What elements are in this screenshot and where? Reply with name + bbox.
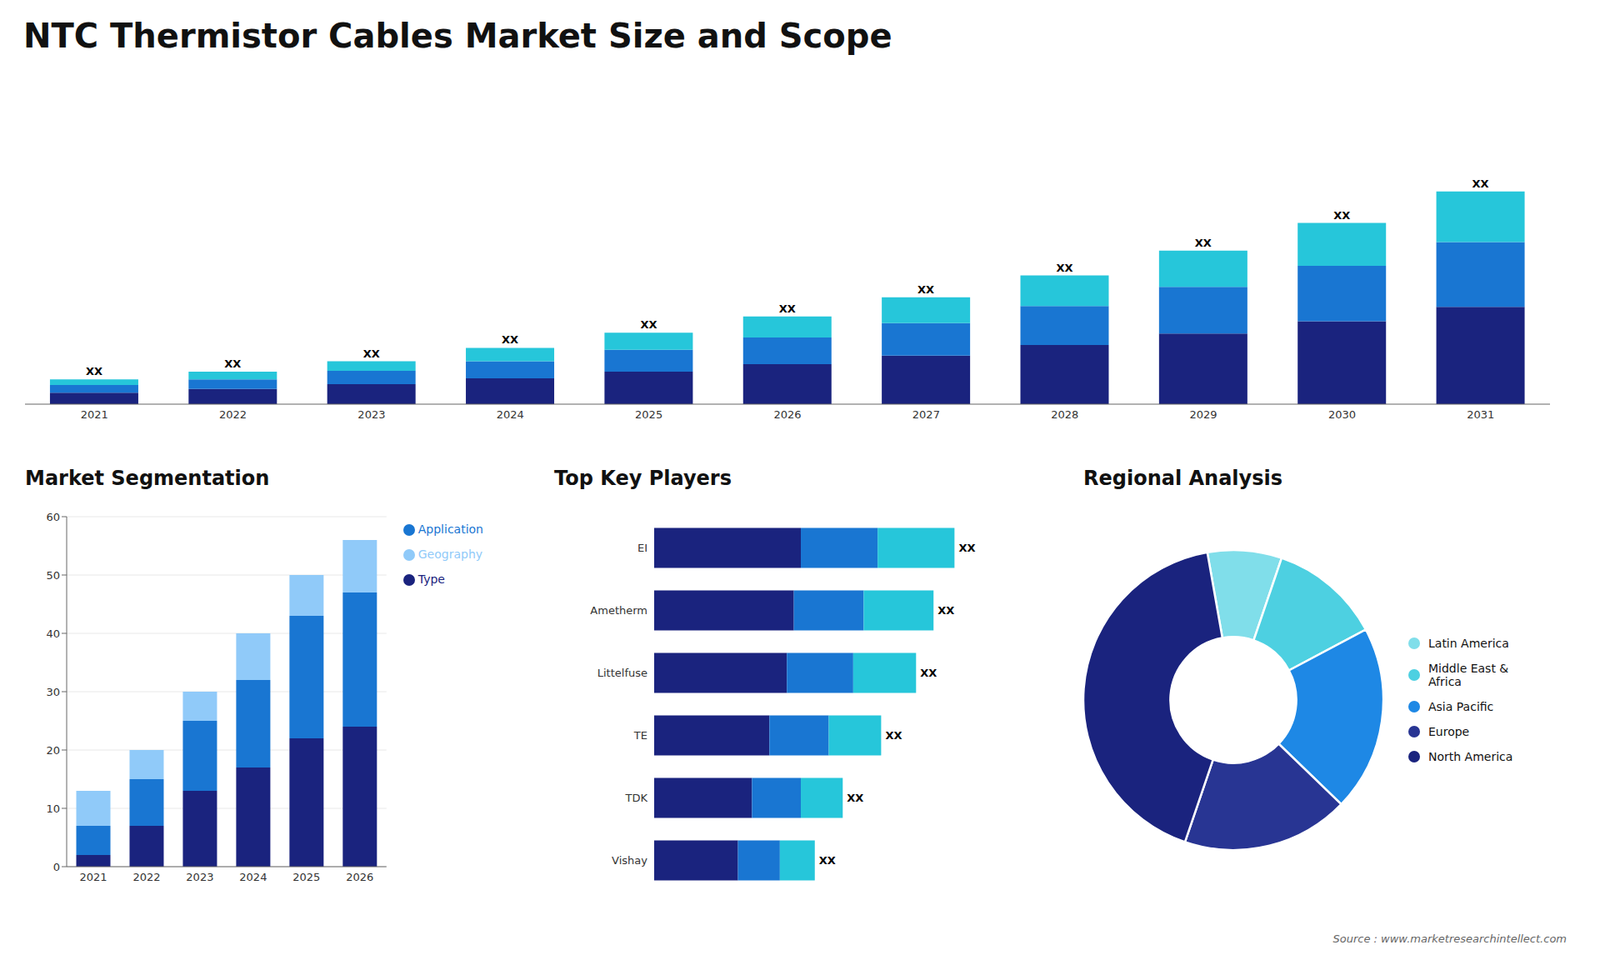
svg-text:2024: 2024	[496, 408, 525, 421]
svg-text:10: 10	[45, 802, 60, 815]
html-text:Geography: Geography	[418, 547, 483, 561]
svg-text:2023: 2023	[185, 870, 214, 884]
svg-text:XX: XX	[1055, 261, 1073, 275]
svg-text:2021: 2021	[80, 408, 109, 421]
svg-text:XX: XX	[501, 333, 519, 346]
svg-text:Vishay: Vishay	[611, 854, 648, 867]
html-text:Market Segmentation: Market Segmentation	[25, 466, 270, 490]
svg-text:XX: XX	[846, 791, 864, 805]
svg-text:2031: 2031	[1466, 408, 1495, 421]
svg-text:XX: XX	[224, 357, 241, 370]
svg-text:2021: 2021	[79, 870, 107, 884]
svg-text:2028: 2028	[1050, 408, 1079, 421]
html-text:Asia Pacific: Asia Pacific	[1428, 700, 1494, 714]
svg-text:XX: XX	[1195, 236, 1212, 250]
html-text:Application: Application	[418, 522, 484, 536]
svg-text:TE: TE	[633, 729, 648, 742]
svg-text:EI: EI	[637, 541, 648, 555]
html-text:Type: Type	[418, 572, 445, 586]
svg-text:XX: XX	[917, 283, 935, 296]
svg-text:2022: 2022	[132, 870, 160, 884]
svg-text:XX: XX	[85, 365, 103, 378]
svg-text:0: 0	[53, 860, 60, 874]
svg-text:2025: 2025	[292, 870, 320, 884]
html-text:Latin America: Latin America	[1428, 636, 1509, 650]
html-text:Europe: Europe	[1428, 725, 1470, 739]
svg-text:TDK: TDK	[625, 791, 649, 805]
svg-text:2026: 2026	[773, 408, 801, 421]
html-text:Regional Analysis: Regional Analysis	[1083, 466, 1283, 490]
svg-text:2022: 2022	[219, 408, 247, 421]
svg-text:XX: XX	[937, 604, 955, 617]
svg-text:XX: XX	[363, 347, 380, 360]
svg-text:Littelfuse: Littelfuse	[597, 666, 648, 680]
svg-text:2026: 2026	[345, 870, 374, 884]
svg-text:2030: 2030	[1328, 408, 1356, 421]
html-text:Source : www.marketresearchint: Source : www.marketresearchintellect.com	[1332, 932, 1567, 945]
svg-text:2023: 2023	[357, 408, 385, 421]
html-text:North America: North America	[1428, 750, 1513, 764]
svg-text:XX: XX	[958, 541, 975, 555]
html-text:NTC Thermistor Cables Market S: NTC Thermistor Cables Market Size and Sc…	[23, 16, 893, 55]
svg-text:30: 30	[45, 685, 60, 699]
svg-text:XX: XX	[1333, 209, 1350, 222]
svg-text:XX: XX	[1472, 177, 1490, 190]
svg-text:50: 50	[45, 569, 60, 582]
svg-text:Ametherm: Ametherm	[590, 604, 648, 617]
html-text:Top Key Players: Top Key Players	[554, 466, 732, 490]
html-text:Middle East &: Middle East &	[1428, 661, 1509, 675]
svg-text:XX: XX	[640, 318, 657, 331]
svg-text:2029: 2029	[1190, 408, 1218, 421]
svg-text:2025: 2025	[635, 408, 663, 421]
svg-text:40: 40	[45, 627, 60, 640]
svg-text:XX: XX	[819, 854, 836, 867]
svg-text:XX: XX	[885, 729, 902, 742]
svg-text:XX: XX	[779, 302, 796, 315]
svg-text:XX: XX	[920, 666, 937, 680]
html-text:Africa: Africa	[1428, 675, 1462, 689]
svg-text:20: 20	[45, 744, 60, 757]
svg-text:2024: 2024	[239, 870, 267, 884]
svg-text:2027: 2027	[912, 408, 940, 421]
svg-text:60: 60	[45, 510, 60, 524]
